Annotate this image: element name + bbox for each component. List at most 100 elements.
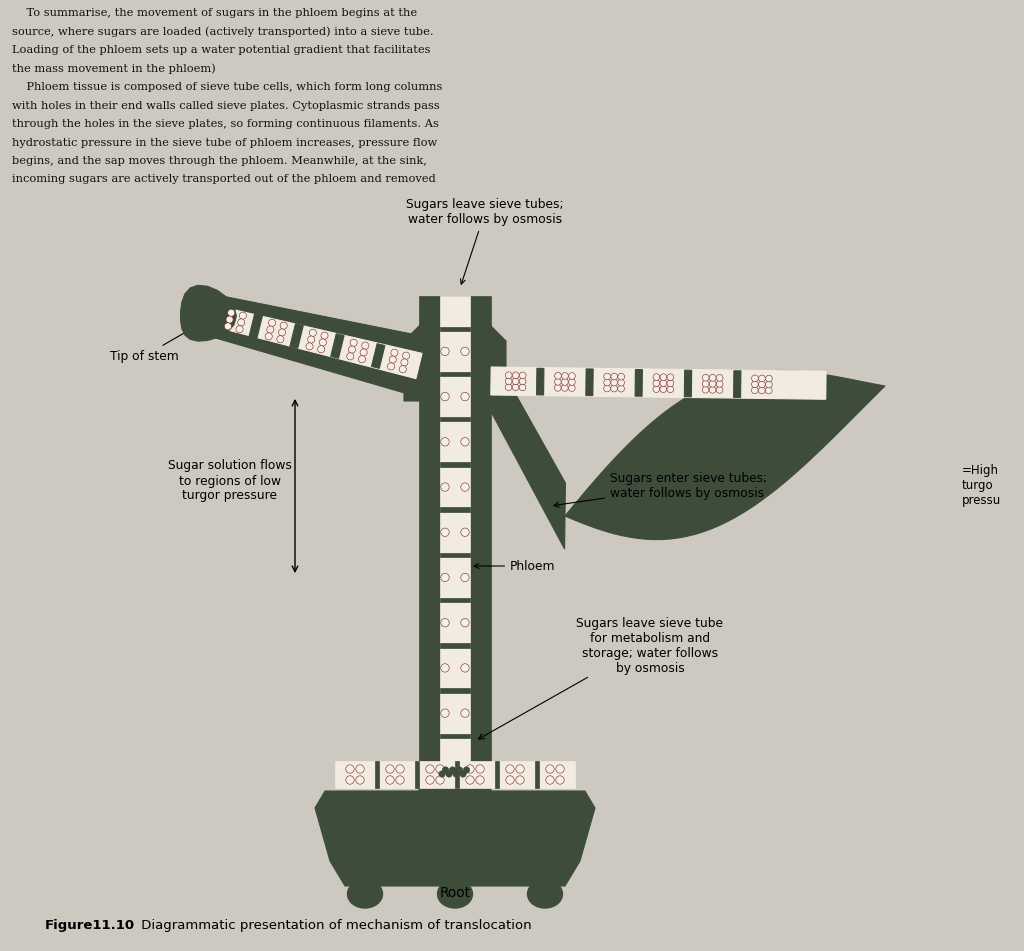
Circle shape	[346, 776, 354, 785]
Circle shape	[267, 326, 274, 333]
Circle shape	[442, 767, 449, 773]
Ellipse shape	[527, 880, 562, 908]
Circle shape	[604, 379, 610, 386]
Text: Diagrammatic presentation of mechanism of translocation: Diagrammatic presentation of mechanism o…	[137, 919, 531, 932]
Circle shape	[610, 379, 617, 386]
Bar	[375, 761, 379, 788]
Circle shape	[309, 329, 316, 337]
Circle shape	[440, 437, 450, 446]
Circle shape	[604, 385, 610, 392]
Text: Sugars enter sieve tubes;
water follows by osmosis: Sugars enter sieve tubes; water follows …	[554, 472, 767, 507]
Circle shape	[568, 378, 575, 385]
Circle shape	[617, 374, 625, 380]
Polygon shape	[290, 323, 303, 348]
Polygon shape	[586, 369, 593, 396]
Circle shape	[555, 373, 561, 379]
Circle shape	[307, 336, 314, 343]
Circle shape	[667, 379, 674, 387]
Circle shape	[436, 765, 444, 773]
Circle shape	[426, 776, 434, 785]
Bar	[440, 296, 470, 776]
Circle shape	[461, 664, 469, 672]
Circle shape	[463, 767, 470, 773]
Circle shape	[461, 393, 469, 400]
Circle shape	[505, 378, 512, 384]
Text: =High
turgo
pressu: =High turgo pressu	[962, 464, 1001, 508]
Circle shape	[440, 664, 450, 672]
Circle shape	[440, 483, 450, 492]
Text: Tip of stem: Tip of stem	[110, 323, 202, 362]
Circle shape	[506, 776, 514, 785]
Circle shape	[611, 373, 617, 379]
Circle shape	[400, 359, 408, 366]
Circle shape	[765, 387, 772, 394]
Circle shape	[396, 765, 404, 773]
Text: Sugars leave sieve tubes;
water follows by osmosis: Sugars leave sieve tubes; water follows …	[407, 198, 564, 284]
Ellipse shape	[347, 880, 383, 908]
Circle shape	[461, 437, 469, 446]
Circle shape	[710, 375, 716, 381]
Circle shape	[561, 378, 568, 385]
Circle shape	[546, 765, 554, 773]
Circle shape	[759, 375, 765, 381]
Circle shape	[265, 333, 272, 340]
Circle shape	[555, 378, 561, 385]
Circle shape	[238, 319, 245, 326]
Circle shape	[306, 342, 313, 350]
Bar	[440, 733, 470, 738]
Circle shape	[702, 375, 709, 381]
Circle shape	[766, 381, 772, 388]
Circle shape	[399, 365, 407, 373]
Circle shape	[752, 375, 759, 381]
Circle shape	[453, 771, 459, 777]
Circle shape	[360, 349, 368, 356]
Circle shape	[461, 618, 469, 627]
Circle shape	[440, 618, 450, 627]
Circle shape	[391, 349, 398, 357]
Circle shape	[439, 771, 445, 777]
Circle shape	[396, 776, 404, 785]
Circle shape	[617, 379, 625, 386]
Polygon shape	[733, 371, 741, 398]
Bar	[440, 598, 470, 602]
Circle shape	[279, 329, 286, 336]
Polygon shape	[684, 370, 691, 397]
Circle shape	[457, 767, 463, 773]
Circle shape	[386, 776, 394, 785]
Circle shape	[556, 776, 564, 785]
Circle shape	[702, 380, 709, 387]
Circle shape	[653, 374, 659, 380]
Circle shape	[752, 381, 758, 388]
Circle shape	[505, 372, 512, 378]
Polygon shape	[315, 776, 595, 886]
Circle shape	[460, 771, 466, 777]
Text: Phloem: Phloem	[474, 559, 555, 573]
Polygon shape	[537, 368, 544, 395]
Circle shape	[386, 765, 394, 773]
Circle shape	[461, 573, 469, 582]
Circle shape	[752, 387, 758, 394]
Circle shape	[346, 765, 354, 773]
Circle shape	[450, 767, 456, 773]
Circle shape	[512, 384, 519, 391]
Circle shape	[710, 380, 716, 387]
Text: Sugar solution flows
to regions of low
turgor pressure: Sugar solution flows to regions of low t…	[168, 459, 292, 502]
Circle shape	[281, 322, 288, 329]
Circle shape	[512, 378, 519, 384]
Circle shape	[766, 375, 772, 382]
Bar	[415, 761, 419, 788]
Circle shape	[440, 573, 450, 582]
Polygon shape	[213, 306, 422, 378]
Circle shape	[226, 316, 233, 323]
Circle shape	[519, 378, 526, 385]
Circle shape	[355, 765, 365, 773]
Circle shape	[653, 386, 659, 393]
Bar	[535, 761, 539, 788]
Bar	[440, 326, 470, 331]
Circle shape	[476, 765, 484, 773]
Bar	[440, 462, 470, 467]
Bar	[495, 761, 499, 788]
Text: Root: Root	[439, 886, 470, 900]
Circle shape	[519, 384, 526, 391]
Polygon shape	[565, 371, 885, 539]
